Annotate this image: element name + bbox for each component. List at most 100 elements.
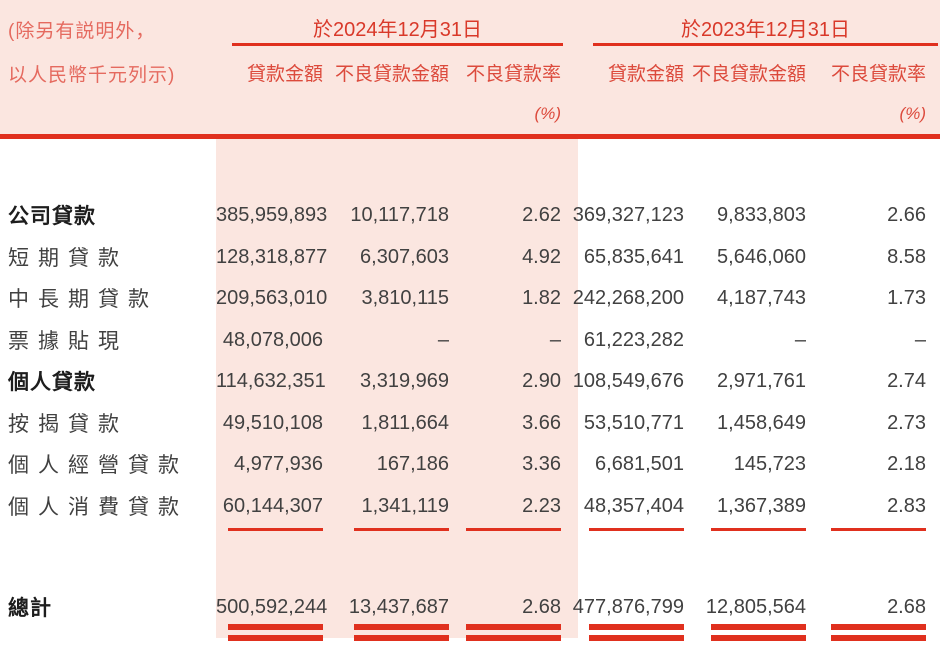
cell-2023-ratio: –	[914, 328, 926, 351]
cell-2024-ratio: 2.62	[522, 203, 561, 226]
table-row: 個人經營貸款 4,977,936 167,186 3.36 6,681,501 …	[0, 443, 926, 485]
cell-2023-loan: 53,510,771	[583, 411, 684, 434]
cell-2023-loan: 369,327,123	[572, 203, 684, 226]
column-group-2024-underline	[232, 43, 563, 46]
cell-2023-loan: 108,549,676	[572, 369, 684, 392]
col-header-2024-npl-ratio: 不良貸款率	[465, 64, 561, 85]
cell-2023-ratio: 2.66	[887, 203, 926, 226]
row-label: 公司貸款	[8, 205, 96, 228]
total-double-rule	[711, 635, 806, 641]
col-header-2023-npl-ratio: 不良貸款率	[830, 64, 926, 85]
cell-2024-ratio: 2.23	[522, 494, 561, 517]
cell-2024-ratio: 2.68	[522, 595, 561, 618]
table-row: 公司貸款 385,959,893 10,117,718 2.62 369,327…	[0, 194, 926, 236]
cell-2024-loan: 4,977,936	[234, 452, 323, 475]
cell-2024-loan: 385,959,893	[216, 203, 328, 226]
table-row: 按揭貸款 49,510,108 1,811,664 3.66 53,510,77…	[0, 402, 926, 444]
cell-2024-npl: 3,810,115	[361, 286, 450, 309]
total-double-rule	[466, 635, 561, 641]
total-label: 總計	[8, 597, 52, 620]
cell-2024-loan: 49,510,108	[222, 411, 323, 434]
total-double-rule	[228, 624, 323, 630]
cell-2023-ratio: 1.73	[887, 286, 926, 309]
cell-2023-ratio: 2.68	[887, 595, 926, 618]
total-double-rule	[589, 635, 684, 641]
cell-2024-ratio: 3.36	[522, 452, 561, 475]
cell-2023-npl: 2,971,761	[717, 369, 806, 392]
total-double-rule	[354, 624, 449, 630]
row-label: 票據貼現	[8, 330, 128, 353]
row-label: 按揭貸款	[8, 413, 128, 436]
cell-2023-npl: 145,723	[733, 452, 806, 475]
header-background	[0, 0, 940, 134]
cell-2024-ratio: 3.66	[522, 411, 561, 434]
row-label: 個人貸款	[8, 371, 96, 394]
table-row: 短期貸款 128,318,877 6,307,603 4.92 65,835,6…	[0, 236, 926, 278]
cell-2023-loan: 6,681,501	[595, 452, 684, 475]
total-double-rule	[228, 635, 323, 641]
cell-2023-npl: 1,367,389	[717, 494, 806, 517]
cell-2024-loan: 114,632,351	[216, 369, 326, 392]
cell-2023-ratio: 8.58	[887, 245, 926, 268]
unit-note-line1: (除另有説明外，	[8, 21, 156, 42]
cell-2023-npl: 4,187,743	[717, 286, 806, 309]
cell-2023-ratio: 2.73	[887, 411, 926, 434]
cell-2024-ratio: –	[549, 328, 561, 351]
subtotal-rule	[831, 528, 926, 531]
subtotal-rule	[466, 528, 561, 531]
2024-column-highlight-band	[216, 134, 578, 638]
subtotal-rule	[711, 528, 806, 531]
header-separator-rule	[0, 134, 940, 139]
cell-2023-loan: 242,268,200	[572, 286, 684, 309]
total-double-rule	[466, 624, 561, 630]
subtotal-rule	[354, 528, 449, 531]
col-header-2023-npl-amount: 不良貸款金額	[691, 64, 806, 85]
row-label: 個人經營貸款	[8, 454, 188, 477]
cell-2023-npl: –	[794, 328, 806, 351]
ratio-unit-2023: (%)	[899, 104, 926, 123]
cell-2023-ratio: 2.83	[887, 494, 926, 517]
cell-2024-npl: 10,117,718	[350, 203, 449, 226]
row-label: 個人消費貸款	[8, 496, 188, 519]
cell-2024-npl: 167,186	[376, 452, 449, 475]
cell-2024-loan: 209,563,010	[216, 286, 328, 309]
total-row: 總計 500,592,244 13,437,687 2.68 477,876,7…	[0, 586, 926, 628]
subtotal-rule	[589, 528, 684, 531]
cell-2024-npl: 1,341,119	[361, 494, 450, 517]
cell-2024-loan: 60,144,307	[222, 494, 323, 517]
cell-2024-ratio: 1.82	[522, 286, 561, 309]
cell-2024-npl: 1,811,664	[361, 411, 450, 434]
cell-2024-npl: –	[437, 328, 449, 351]
total-double-rule	[711, 624, 806, 630]
table-row: 個人貸款 114,632,351 3,319,969 2.90 108,549,…	[0, 360, 926, 402]
cell-2023-loan: 477,876,799	[572, 595, 684, 618]
cell-2023-ratio: 2.74	[887, 369, 926, 392]
row-label: 中長期貸款	[8, 288, 158, 311]
cell-2023-npl: 1,458,649	[717, 411, 806, 434]
cell-2024-loan: 500,592,244	[216, 595, 328, 618]
subtotal-rule	[228, 528, 323, 531]
column-group-2023-title: 於2023年12月31日	[681, 19, 850, 41]
column-group-2023-underline	[593, 43, 938, 46]
cell-2023-npl: 12,805,564	[705, 595, 806, 618]
cell-2023-loan: 61,223,282	[583, 328, 684, 351]
cell-2024-loan: 48,078,006	[222, 328, 323, 351]
ratio-unit-2024: (%)	[534, 104, 561, 123]
total-double-rule	[831, 635, 926, 641]
cell-2023-ratio: 2.18	[887, 452, 926, 475]
cell-2023-loan: 48,357,404	[583, 494, 684, 517]
cell-2023-loan: 65,835,641	[583, 245, 684, 268]
col-header-2023-loan-amount: 貸款金額	[607, 64, 684, 85]
total-double-rule	[831, 624, 926, 630]
row-label: 短期貸款	[8, 247, 128, 270]
cell-2024-npl: 13,437,687	[348, 595, 449, 618]
column-group-2024-title: 於2024年12月31日	[313, 19, 482, 41]
table-row: 票據貼現 48,078,006 – – 61,223,282 – –	[0, 319, 926, 361]
table-row: 個人消費貸款 60,144,307 1,341,119 2.23 48,357,…	[0, 485, 926, 527]
cell-2024-ratio: 4.92	[522, 245, 561, 268]
total-double-rule	[589, 624, 684, 630]
cell-2023-npl: 5,646,060	[717, 245, 806, 268]
table-row: 中長期貸款 209,563,010 3,810,115 1.82 242,268…	[0, 277, 926, 319]
unit-note-line2: 以人民幣千元列示)	[8, 65, 176, 86]
